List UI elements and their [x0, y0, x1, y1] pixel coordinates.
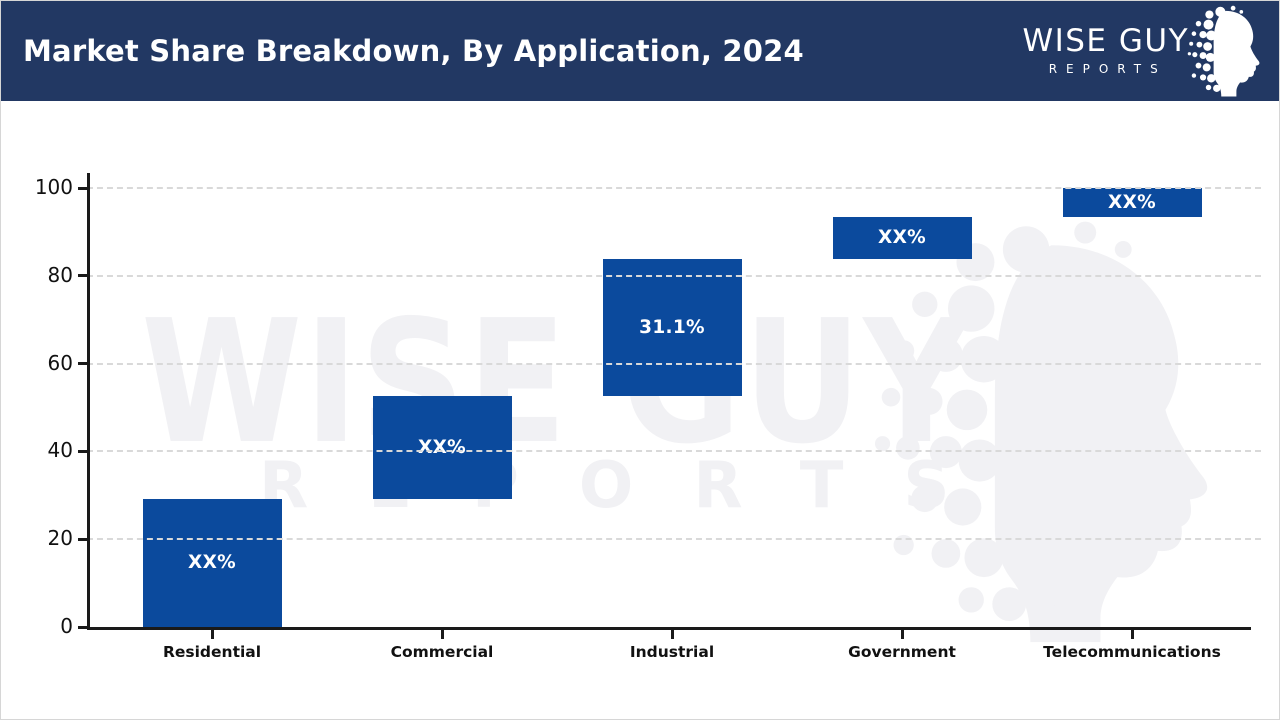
logo-head-icon [1183, 5, 1265, 97]
y-axis-tick-60: 60 [47, 350, 73, 375]
logo-text: WISE GUY REPORTS [1022, 23, 1189, 77]
x-axis-label-government: Government [848, 643, 956, 661]
y-tick [78, 186, 87, 190]
bar-residential: XX% [142, 498, 282, 627]
gridline-80 [87, 274, 1261, 277]
x-tick [900, 630, 904, 639]
x-tick [440, 630, 444, 639]
wise-guy-logo: WISE GUY REPORTS [1022, 5, 1265, 97]
logo-wordmark: WISE GUY [1022, 23, 1189, 59]
page-title: Market Share Breakdown, By Application, … [23, 34, 804, 68]
y-axis-tick-80: 80 [47, 262, 73, 287]
y-axis-tick-100: 100 [34, 175, 73, 199]
x-axis-label-telecommunications: Telecommunications [1043, 643, 1221, 661]
y-axis-line [87, 173, 90, 630]
watermark-wordmark: WISE GUY [141, 284, 972, 482]
y-axis-tick-40: 40 [47, 438, 73, 463]
chart-area: WISE GUY REPORTS XX% Residential XX% Commer… [1, 101, 1279, 719]
bar-commercial: XX% [372, 395, 512, 499]
bar-telecommunications: XX% [1062, 188, 1202, 217]
bar-value-label: XX% [188, 552, 236, 574]
bar-value-label: XX% [878, 227, 926, 249]
x-axis-label-industrial: Industrial [629, 643, 715, 661]
y-tick [78, 537, 87, 541]
logo-subtitle: REPORTS [1048, 62, 1167, 76]
bar-industrial: 31.1% [602, 259, 742, 396]
bar-value-label: XX% [1108, 191, 1156, 213]
y-tick [78, 362, 87, 366]
x-axis-label-commercial: Commercial [390, 643, 494, 661]
y-tick [78, 625, 87, 629]
x-tick [670, 630, 674, 639]
gridline-100 [87, 187, 1261, 189]
x-tick [210, 630, 214, 639]
y-tick [78, 274, 87, 278]
bar-value-label: 31.1% [639, 316, 705, 338]
gridline-40 [87, 450, 1261, 453]
gridline-60 [87, 362, 1261, 365]
y-axis-tick-0: 0 [60, 614, 73, 638]
y-tick [78, 449, 87, 453]
watermark-head-icon [853, 191, 1233, 671]
header: Market Share Breakdown, By Application, … [1, 1, 1279, 101]
x-tick [1130, 630, 1134, 639]
y-axis-tick-20: 20 [47, 526, 73, 551]
bar-government: XX% [832, 216, 972, 260]
x-axis-line [87, 627, 1251, 630]
x-axis-label-residential: Residential [162, 643, 262, 661]
bar-value-label: XX% [418, 436, 466, 458]
gridline-20 [87, 538, 1261, 541]
